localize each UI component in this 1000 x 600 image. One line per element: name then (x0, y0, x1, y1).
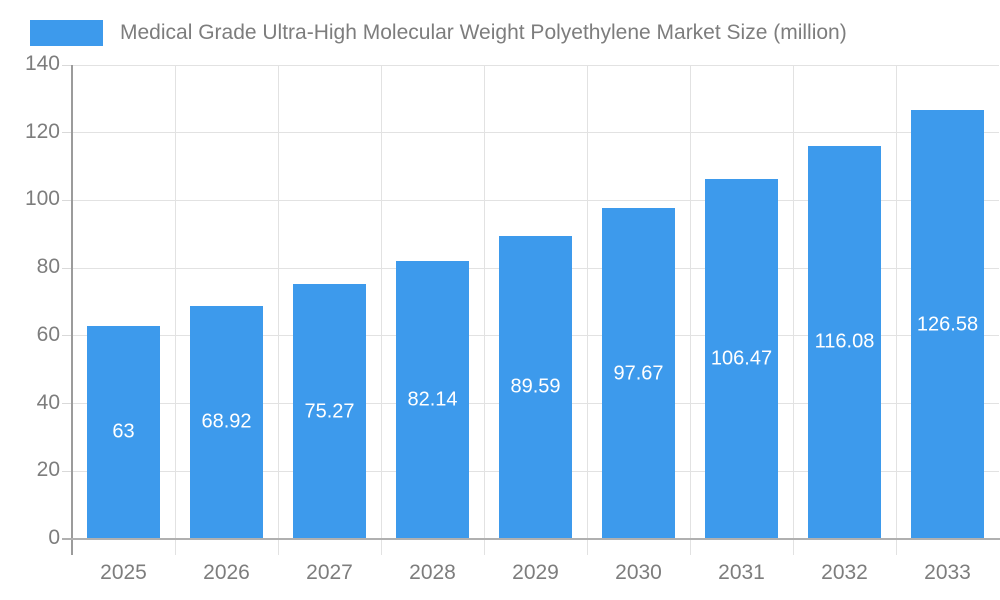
x-axis-tick-label: 2029 (512, 561, 559, 584)
y-tick (62, 335, 72, 337)
bar-value-label: 82.14 (407, 388, 458, 411)
y-tick (62, 132, 72, 134)
y-tick (62, 267, 72, 269)
v-gridline (895, 65, 897, 555)
bar-value-label: 116.08 (814, 330, 875, 353)
y-tick (62, 199, 72, 201)
v-gridline (174, 65, 176, 555)
bar-2028[interactable] (396, 260, 469, 539)
bar-2027[interactable] (293, 284, 366, 539)
x-axis-tick-label: 2026 (203, 561, 250, 584)
y-axis-line (71, 65, 73, 555)
bar-2025[interactable] (87, 325, 160, 539)
legend-item[interactable]: Medical Grade Ultra-High Molecular Weigh… (30, 18, 847, 48)
bar-2026[interactable] (190, 305, 263, 539)
x-axis-tick-label: 2025 (100, 561, 147, 584)
bar-value-label: 75.27 (304, 400, 355, 423)
y-tick (62, 64, 72, 66)
bar-2030[interactable] (602, 208, 675, 539)
v-gridline (277, 65, 279, 555)
plot-area: 63 68.92 75.27 82.14 89.59 97.67 106.47 116.08 1… (62, 64, 999, 555)
x-axis-tick-label: 2033 (924, 561, 971, 584)
y-axis-tick-label: 20 (36, 458, 60, 482)
bar-2032[interactable] (808, 146, 881, 539)
v-gridline (380, 65, 382, 555)
y-axis-tick-label: 0 (48, 526, 60, 549)
h-gridline (72, 64, 999, 66)
bar-value-label: 89.59 (510, 375, 561, 398)
x-axis-tick-label: 2032 (821, 561, 868, 584)
v-gridline (792, 65, 794, 555)
v-gridline (483, 65, 485, 555)
v-gridline (586, 65, 588, 555)
v-gridline (689, 65, 691, 555)
bar-2029[interactable] (499, 235, 572, 539)
y-axis-tick-label: 120 (24, 119, 60, 143)
bar-value-label: 63 (112, 420, 135, 443)
h-gridline (72, 199, 999, 201)
y-axis-tick-label: 40 (36, 390, 60, 414)
bar-value-label: 126.58 (916, 313, 979, 336)
y-tick (62, 470, 72, 472)
bar-2031[interactable] (705, 178, 778, 539)
y-axis-tick-label: 60 (36, 322, 60, 346)
x-axis-tick-label: 2027 (306, 561, 353, 584)
bar-2033[interactable] (911, 110, 984, 539)
bar-value-label: 68.92 (201, 410, 252, 433)
y-axis-tick-label: 100 (24, 187, 60, 211)
y-tick (62, 403, 72, 405)
legend-swatch (30, 20, 103, 46)
x-axis-tick-label: 2028 (409, 561, 456, 584)
bar-value-label: 97.67 (613, 362, 664, 385)
h-gridline (72, 132, 999, 134)
x-axis-tick-label: 2031 (718, 561, 765, 584)
x-axis-tick-label: 2030 (615, 561, 662, 584)
x-axis-baseline (62, 538, 1000, 540)
y-axis-tick-label: 80 (36, 255, 60, 279)
bar-value-label: 106.47 (710, 347, 773, 370)
y-axis-tick-label: 140 (24, 52, 60, 75)
chart-title: Medical Grade Ultra-High Molecular Weigh… (120, 21, 847, 44)
